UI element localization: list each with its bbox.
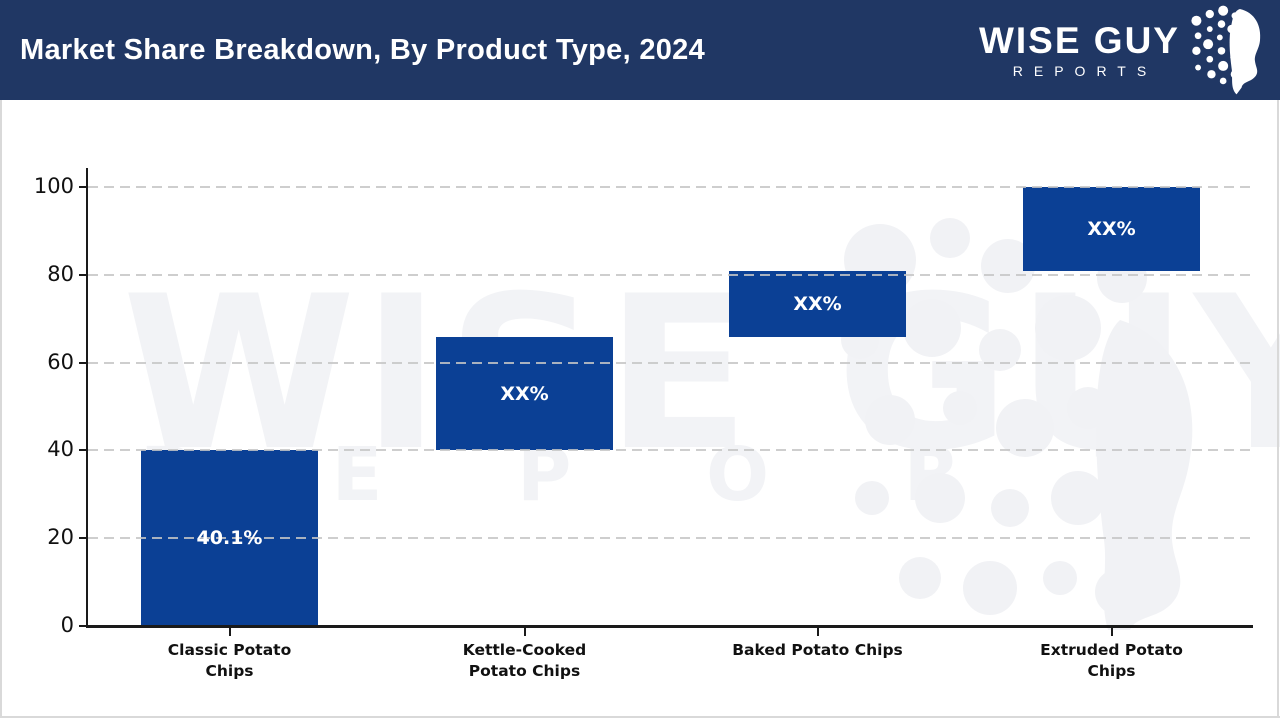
x-tick-mark-classic-potato-chips xyxy=(228,628,231,636)
x-tick-mark-extruded-potato-chips xyxy=(1110,628,1113,636)
y-tick-mark-40 xyxy=(79,449,86,452)
logo-text: WISE GUY REPORTS xyxy=(979,22,1180,79)
logo-subtitle: REPORTS xyxy=(1012,62,1158,79)
bar-value-label: XX% xyxy=(793,293,842,316)
x-tick-mark-baked-potato-chips xyxy=(816,628,819,636)
gridline-60 xyxy=(88,361,1253,364)
y-tick-mark-100 xyxy=(79,186,86,188)
x-tick-mark-kettle-cooked-potato-chips xyxy=(523,628,526,636)
y-tick-mark-0 xyxy=(79,625,86,627)
bar-value-label: XX% xyxy=(500,382,549,405)
y-tick-label-100: 100 xyxy=(33,174,74,198)
frame-bottom-border xyxy=(0,716,1280,718)
frame-left-border xyxy=(0,100,2,716)
y-tick-label-0: 0 xyxy=(60,613,74,637)
x-category-label-baked-potato-chips: Baked Potato Chips xyxy=(732,641,903,659)
bar-value-label: XX% xyxy=(1087,218,1136,241)
bar-value-label: 40.1% xyxy=(196,526,263,549)
x-category-label-classic-potato-chips: Classic Potato Chips xyxy=(167,641,292,680)
frame-right-border xyxy=(1277,100,1279,718)
header-bar: Market Share Breakdown, By Product Type,… xyxy=(0,0,1280,100)
y-tick-mark-20 xyxy=(79,537,86,540)
y-tick-mark-80 xyxy=(79,273,86,276)
x-axis-line xyxy=(86,625,1253,628)
y-tick-label-20: 20 xyxy=(47,525,74,550)
logo-wordmark: WISE GUY xyxy=(978,19,1180,61)
x-category-label-extruded-potato-chips: Extruded Potato Chips xyxy=(1040,641,1183,680)
y-tick-label-40: 40 xyxy=(47,437,74,462)
logo-head-icon xyxy=(1191,5,1261,95)
bar-baked-potato-chips xyxy=(729,271,906,338)
y-axis-line xyxy=(86,168,88,628)
gridline-80 xyxy=(88,273,1253,276)
bar-kettle-cooked-potato-chips xyxy=(436,337,613,450)
gridline-100 xyxy=(88,186,1253,188)
gridline-40 xyxy=(88,449,1253,452)
wise-guy-reports-logo: WISE GUY REPORTS xyxy=(979,0,1266,100)
y-tick-label-60: 60 xyxy=(47,349,74,374)
gridline-20 xyxy=(88,537,1253,540)
x-category-label-kettle-cooked-potato-chips: Kettle-Cooked Potato Chips xyxy=(462,641,587,680)
y-tick-label-80: 80 xyxy=(47,261,74,286)
page-title: Market Share Breakdown, By Product Type,… xyxy=(20,33,706,66)
bar-extruded-potato-chips xyxy=(1023,187,1200,272)
y-tick-mark-60 xyxy=(79,361,86,364)
